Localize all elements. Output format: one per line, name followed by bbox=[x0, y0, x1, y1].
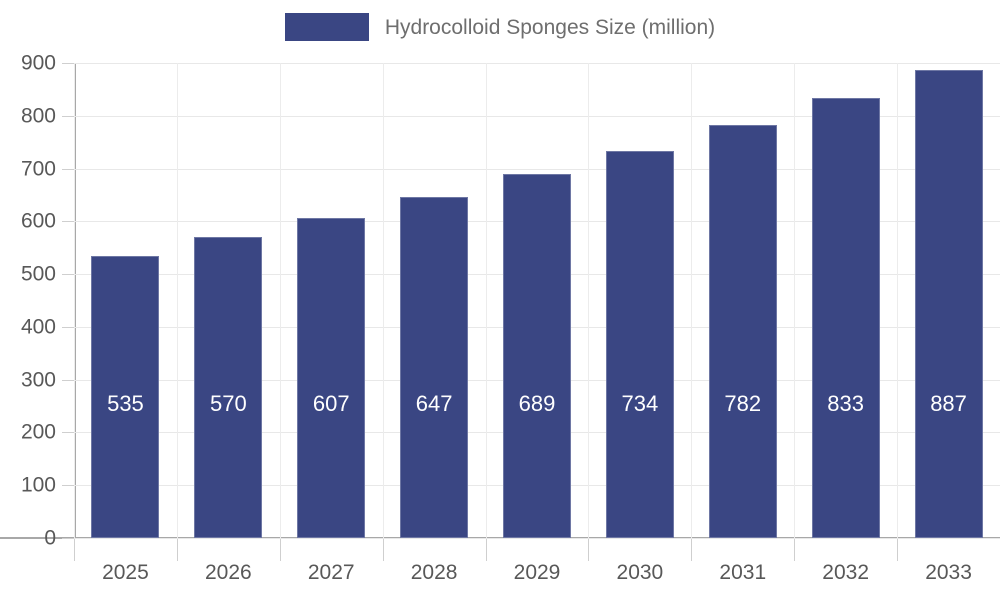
bar-value-label: 887 bbox=[930, 391, 967, 416]
bar[interactable] bbox=[708, 125, 777, 538]
x-tick-mark bbox=[177, 539, 178, 561]
bar-value-label: 689 bbox=[518, 391, 556, 416]
x-tick-mark bbox=[486, 539, 487, 561]
y-tick-mark bbox=[62, 115, 74, 117]
bar-value-label: 833 bbox=[827, 391, 865, 416]
y-tick-label: 700 bbox=[20, 157, 56, 181]
x-tick-label: 2028 bbox=[410, 561, 458, 584]
y-tick-mark bbox=[62, 326, 74, 328]
legend-color-swatch-icon bbox=[284, 13, 369, 41]
gridline-horizontal bbox=[74, 115, 1000, 117]
bar[interactable] bbox=[297, 217, 366, 538]
bar[interactable] bbox=[503, 174, 571, 538]
gridline-vertical bbox=[280, 63, 281, 538]
y-tick-mark bbox=[62, 432, 74, 434]
gridline-vertical bbox=[794, 63, 795, 538]
y-tick-mark bbox=[62, 538, 74, 539]
gridline-vertical bbox=[383, 63, 384, 538]
x-tick-mark bbox=[383, 539, 384, 561]
y-tick-label: 0 bbox=[44, 526, 56, 550]
x-tick-mark bbox=[280, 539, 281, 561]
bar-value-label: 647 bbox=[415, 391, 453, 416]
y-axis-line bbox=[74, 63, 76, 539]
x-tick-label: 2025 bbox=[102, 561, 149, 584]
y-tick-mark bbox=[62, 274, 74, 276]
y-tick-label: 800 bbox=[20, 104, 56, 128]
bar[interactable] bbox=[400, 196, 469, 538]
y-tick-label: 500 bbox=[20, 262, 56, 286]
gridline-vertical bbox=[588, 63, 589, 538]
y-tick-label: 600 bbox=[20, 209, 56, 233]
y-tick-mark bbox=[62, 485, 74, 487]
bar-value-label: 607 bbox=[312, 391, 350, 416]
y-tick-mark bbox=[62, 63, 74, 64]
y-tick-label: 100 bbox=[20, 473, 56, 497]
x-tick-label: 2032 bbox=[822, 561, 870, 584]
y-tick-mark bbox=[62, 221, 74, 223]
x-tick-mark bbox=[74, 539, 75, 561]
x-tick-mark bbox=[691, 539, 692, 561]
x-tick-label: 2027 bbox=[307, 561, 355, 584]
gridline-vertical bbox=[74, 63, 75, 538]
gridline-horizontal bbox=[74, 63, 1000, 64]
gridline-horizontal bbox=[74, 538, 1000, 539]
plot-area: 535 570 607 647 689 734 782 833 887 bbox=[74, 63, 1000, 539]
y-tick-label: 200 bbox=[20, 420, 56, 444]
bar-value-label: 734 bbox=[621, 391, 659, 416]
gridline-horizontal bbox=[74, 168, 1000, 170]
gridline-vertical bbox=[897, 63, 898, 538]
gridline-vertical bbox=[486, 63, 487, 538]
legend-item-hydrocolloid-sponges-size[interactable]: Hydrocolloid Sponges Size (million) bbox=[284, 13, 716, 41]
gridline-vertical bbox=[177, 63, 178, 538]
x-tick-label: 2031 bbox=[719, 561, 767, 584]
x-tick-mark bbox=[588, 539, 589, 561]
x-tick-label: 2026 bbox=[204, 561, 252, 584]
y-tick-label: 900 bbox=[20, 51, 56, 75]
bar[interactable] bbox=[605, 150, 674, 538]
x-tick-label: 2029 bbox=[513, 561, 561, 584]
x-tick-mark bbox=[794, 539, 795, 561]
x-tick-label: 2033 bbox=[925, 561, 972, 584]
chart-legend: Hydrocolloid Sponges Size (million) bbox=[0, 0, 1000, 54]
bar[interactable] bbox=[811, 98, 880, 538]
y-tick-label: 400 bbox=[20, 315, 56, 339]
y-tick-label: 300 bbox=[20, 368, 56, 392]
bar[interactable] bbox=[914, 69, 983, 538]
bar-value-label: 570 bbox=[209, 391, 247, 416]
legend-item-label: Hydrocolloid Sponges Size (million) bbox=[384, 15, 716, 39]
gridline-vertical bbox=[691, 63, 692, 538]
bar[interactable] bbox=[194, 237, 263, 538]
bar-value-label: 535 bbox=[107, 391, 144, 416]
bar-value-label: 782 bbox=[724, 391, 762, 416]
x-tick-mark bbox=[897, 539, 898, 561]
y-tick-mark bbox=[62, 379, 74, 381]
bar[interactable] bbox=[91, 255, 160, 538]
x-tick-label: 2030 bbox=[616, 561, 664, 584]
y-tick-mark bbox=[62, 168, 74, 170]
